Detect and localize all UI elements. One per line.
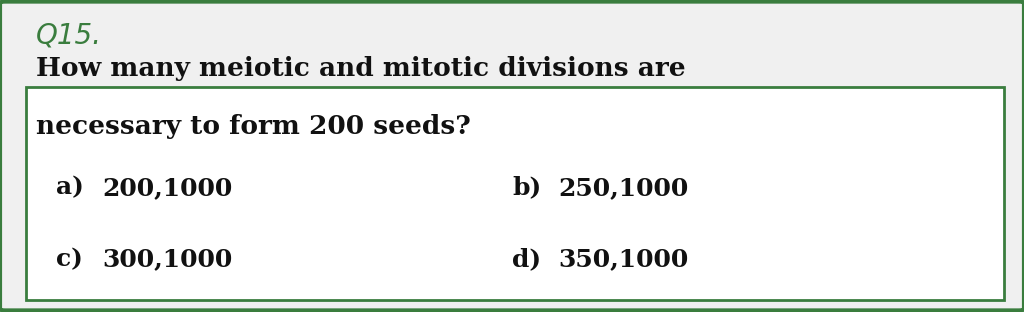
Text: b): b) [512, 176, 542, 200]
Text: c): c) [56, 247, 83, 271]
FancyBboxPatch shape [26, 87, 1004, 300]
Text: 300,1000: 300,1000 [102, 247, 232, 271]
Text: a): a) [56, 176, 84, 200]
Text: 250,1000: 250,1000 [558, 176, 688, 200]
Text: Q15.: Q15. [36, 22, 101, 50]
Text: necessary to form 200 seeds?: necessary to form 200 seeds? [36, 114, 471, 139]
Text: d): d) [512, 247, 541, 271]
Text: 200,1000: 200,1000 [102, 176, 232, 200]
Text: 350,1000: 350,1000 [558, 247, 688, 271]
Text: How many meiotic and mitotic divisions are: How many meiotic and mitotic divisions a… [36, 56, 685, 81]
